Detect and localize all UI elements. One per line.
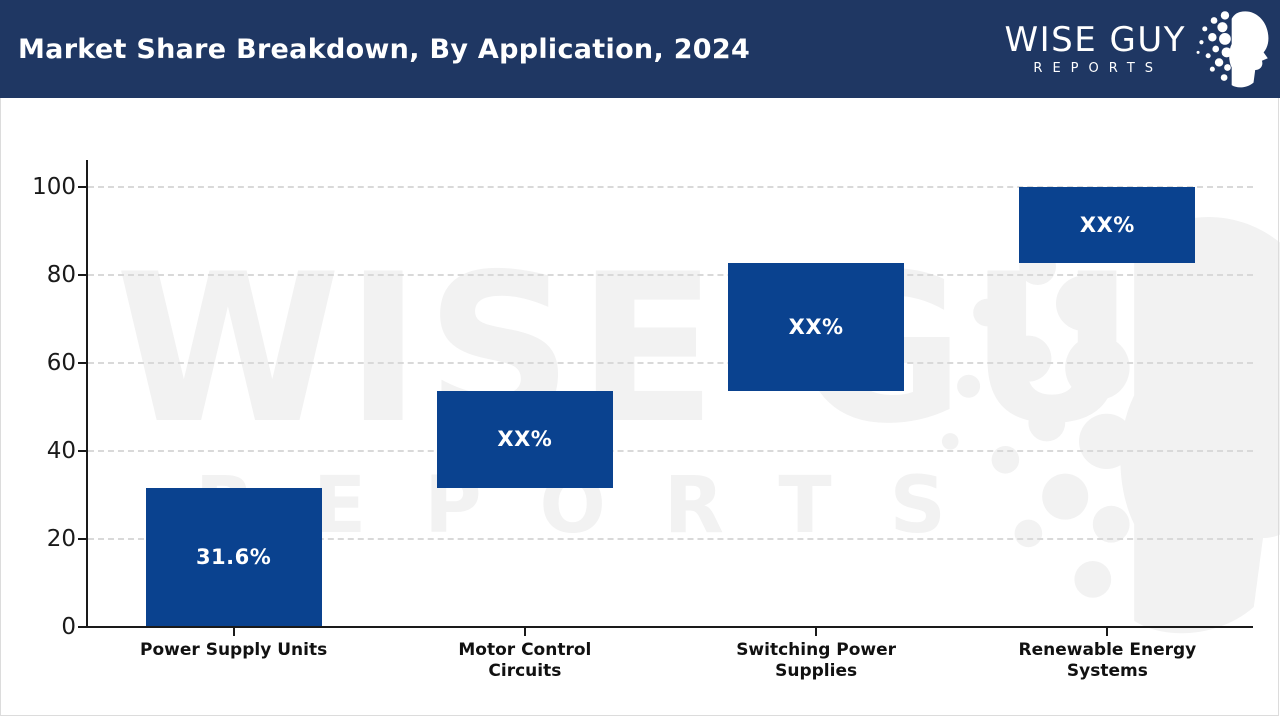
y-tick-mark: [78, 186, 86, 188]
y-tick-label: 40: [46, 437, 76, 464]
y-tick-label: 60: [46, 349, 76, 376]
bar: 31.6%: [145, 487, 322, 627]
x-tick-mark: [1106, 628, 1109, 636]
bar-value-label: XX%: [497, 427, 553, 452]
y-tick-label: 0: [61, 613, 76, 640]
gridline: [88, 449, 1253, 452]
bar: XX%: [1019, 187, 1196, 263]
logo-subtitle: REPORTS: [1033, 60, 1164, 76]
y-tick-mark: [78, 625, 86, 628]
gridline: [88, 186, 1253, 188]
y-tick-label: 100: [32, 174, 76, 200]
wise-guy-logo: WISE GUY REPORTS: [1004, 6, 1272, 92]
chart-area: WISE GUY REPORTS 0 20 40 60 80 100 31.6: [0, 98, 1280, 720]
y-tick-mark: [78, 449, 86, 452]
page-title: Market Share Breakdown, By Application, …: [18, 33, 751, 65]
x-category-label: Motor Control Circuits: [458, 640, 592, 682]
x-category-label: Power Supply Units: [140, 640, 328, 660]
header: Market Share Breakdown, By Application, …: [0, 0, 1280, 98]
y-tick-mark: [78, 537, 86, 540]
y-tick-mark: [78, 361, 86, 364]
gridline: [88, 537, 1253, 540]
watermark-wordmark: WISE GUY: [115, 231, 1280, 469]
gridline: [88, 273, 1253, 276]
x-tick-mark: [523, 628, 526, 636]
bar-value-label: XX%: [1079, 212, 1135, 237]
logo-wordmark: WISE GUY: [1004, 20, 1186, 61]
y-axis-line: [86, 160, 88, 627]
y-tick-label: 80: [46, 261, 76, 288]
x-tick-mark: [815, 628, 818, 636]
logo-text: WISE GUY REPORTS: [1004, 20, 1186, 76]
wise-guy-face-icon: [1196, 11, 1269, 88]
bar: XX%: [728, 262, 905, 391]
x-axis-line: [86, 626, 1253, 628]
x-tick-mark: [232, 628, 235, 636]
y-tick-mark: [78, 273, 86, 276]
y-tick-label: 20: [46, 525, 76, 552]
bar-value-label: 31.6%: [195, 545, 272, 570]
x-category-label: Switching Power Supplies: [736, 640, 897, 682]
bar: XX%: [436, 390, 613, 488]
x-category-label: Renewable Energy Systems: [1018, 640, 1197, 682]
bar-value-label: XX%: [788, 314, 844, 339]
gridline: [88, 361, 1253, 364]
